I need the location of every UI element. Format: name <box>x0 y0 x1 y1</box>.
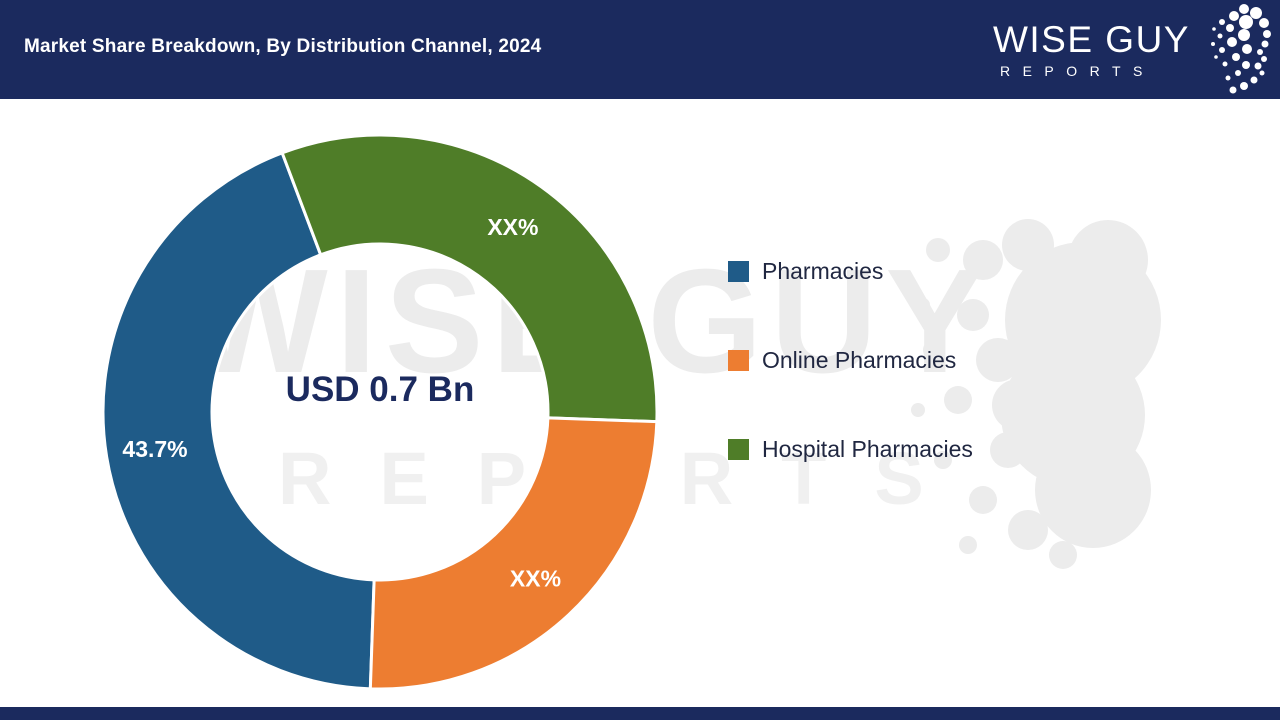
brand-logo: WISE GUY REPORTS <box>993 2 1272 97</box>
chart-center-value: USD 0.7 Bn <box>285 370 475 409</box>
logo-head-icon <box>1211 4 1271 94</box>
legend-swatch-pharmacies <box>728 260 749 282</box>
segment-online-pharmacies <box>368 416 659 691</box>
legend-label: Pharmacies <box>762 257 884 284</box>
page-title: Market Share Breakdown, By Distribution … <box>24 36 542 57</box>
legend-label: Hospital Pharmacies <box>762 435 973 462</box>
segment-value-label: 43.7% <box>122 436 187 462</box>
donut-chart: 43.7% XX% XX% <box>101 133 659 691</box>
chart-legend: Pharmacies Online Pharmacies Hospital Ph… <box>728 257 973 463</box>
legend-item-pharmacies: Pharmacies <box>728 257 973 285</box>
legend-swatch-hospital-pharmacies <box>728 438 749 460</box>
legend-item-hospital-pharmacies: Hospital Pharmacies <box>728 435 973 463</box>
legend-label: Online Pharmacies <box>762 346 957 373</box>
watermark-head-graphic <box>911 219 1161 569</box>
segment-value-label: XX% <box>510 566 561 592</box>
legend-item-online-pharmacies: Online Pharmacies <box>728 346 973 374</box>
brand-name: WISE GUY <box>992 19 1190 61</box>
brand-subname: REPORTS <box>999 62 1155 79</box>
header-bar: Market Share Breakdown, By Distribution … <box>0 0 1280 99</box>
segment-pharmacies <box>101 150 376 691</box>
brand-wordmark: WISE GUY REPORTS <box>992 19 1190 79</box>
segment-value-label: XX% <box>487 214 538 240</box>
footer-bar <box>0 707 1280 720</box>
legend-swatch-online-pharmacies <box>728 349 749 371</box>
segment-hospital-pharmacies <box>280 133 659 424</box>
